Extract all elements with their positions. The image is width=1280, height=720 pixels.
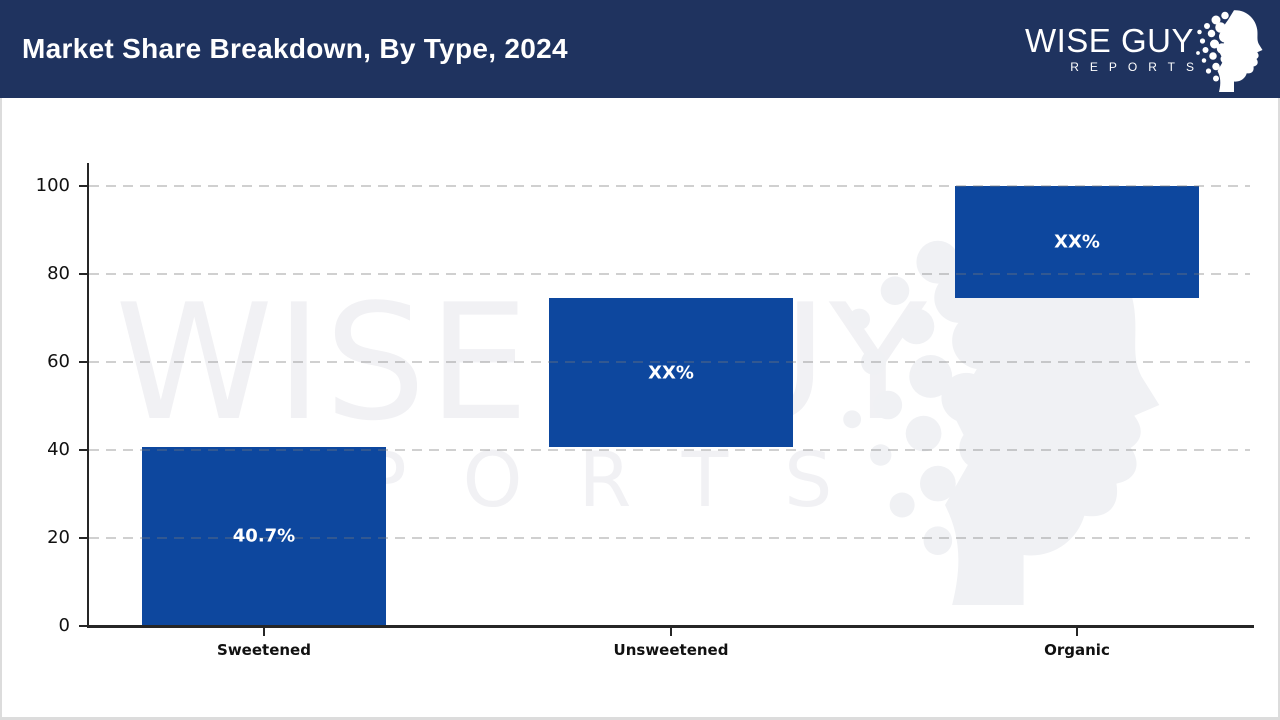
y-axis-tick	[79, 185, 87, 187]
y-gridline	[89, 185, 1250, 187]
logo-head-icon	[1196, 10, 1263, 92]
logo-name: WISE GUY	[1024, 22, 1194, 59]
y-gridline	[89, 537, 1250, 539]
y-axis-tick	[79, 273, 87, 275]
y-axis-tick	[79, 537, 87, 539]
y-axis-tick	[79, 361, 87, 363]
y-gridline	[89, 361, 1250, 363]
y-gridline	[89, 449, 1250, 451]
y-axis-tick-label: 20	[47, 527, 70, 548]
y-axis-tick	[79, 449, 87, 451]
y-axis-tick	[79, 625, 87, 627]
x-axis-category-label: Unsweetened	[613, 641, 729, 659]
waterfall-bar-sweetened	[142, 446, 386, 626]
y-gridline	[89, 273, 1250, 275]
logo-text: WISE GUY REPORTS	[1025, 24, 1194, 73]
x-axis-tick	[263, 628, 265, 636]
y-axis-tick-label: 80	[47, 263, 70, 284]
y-axis-tick-label: 100	[35, 175, 70, 196]
y-axis-tick-label: 0	[58, 615, 70, 636]
x-axis-line	[87, 625, 1254, 628]
x-axis-tick	[1076, 628, 1078, 636]
header-bar: Market Share Breakdown, By Type, 2024 WI…	[0, 0, 1280, 98]
page-title: Market Share Breakdown, By Type, 2024	[22, 33, 568, 64]
waterfall-bar-organic	[955, 186, 1199, 299]
y-axis-line	[87, 163, 89, 626]
bar-value-label: XX%	[1054, 231, 1100, 253]
waterfall-bar-unsweetened	[549, 298, 793, 447]
wise-guy-reports-logo: WISE GUY REPORTS	[1025, 8, 1266, 92]
x-axis-tick	[670, 628, 672, 636]
y-axis-tick-label: 40	[47, 439, 70, 460]
bar-value-label: 40.7%	[232, 525, 296, 547]
x-axis-category-label: Organic	[1044, 641, 1110, 659]
bar-value-label: XX%	[648, 362, 694, 384]
x-axis-category-label: Sweetened	[217, 641, 311, 659]
logo-tagline: REPORTS	[1070, 60, 1205, 74]
y-axis-tick-label: 60	[47, 351, 70, 372]
